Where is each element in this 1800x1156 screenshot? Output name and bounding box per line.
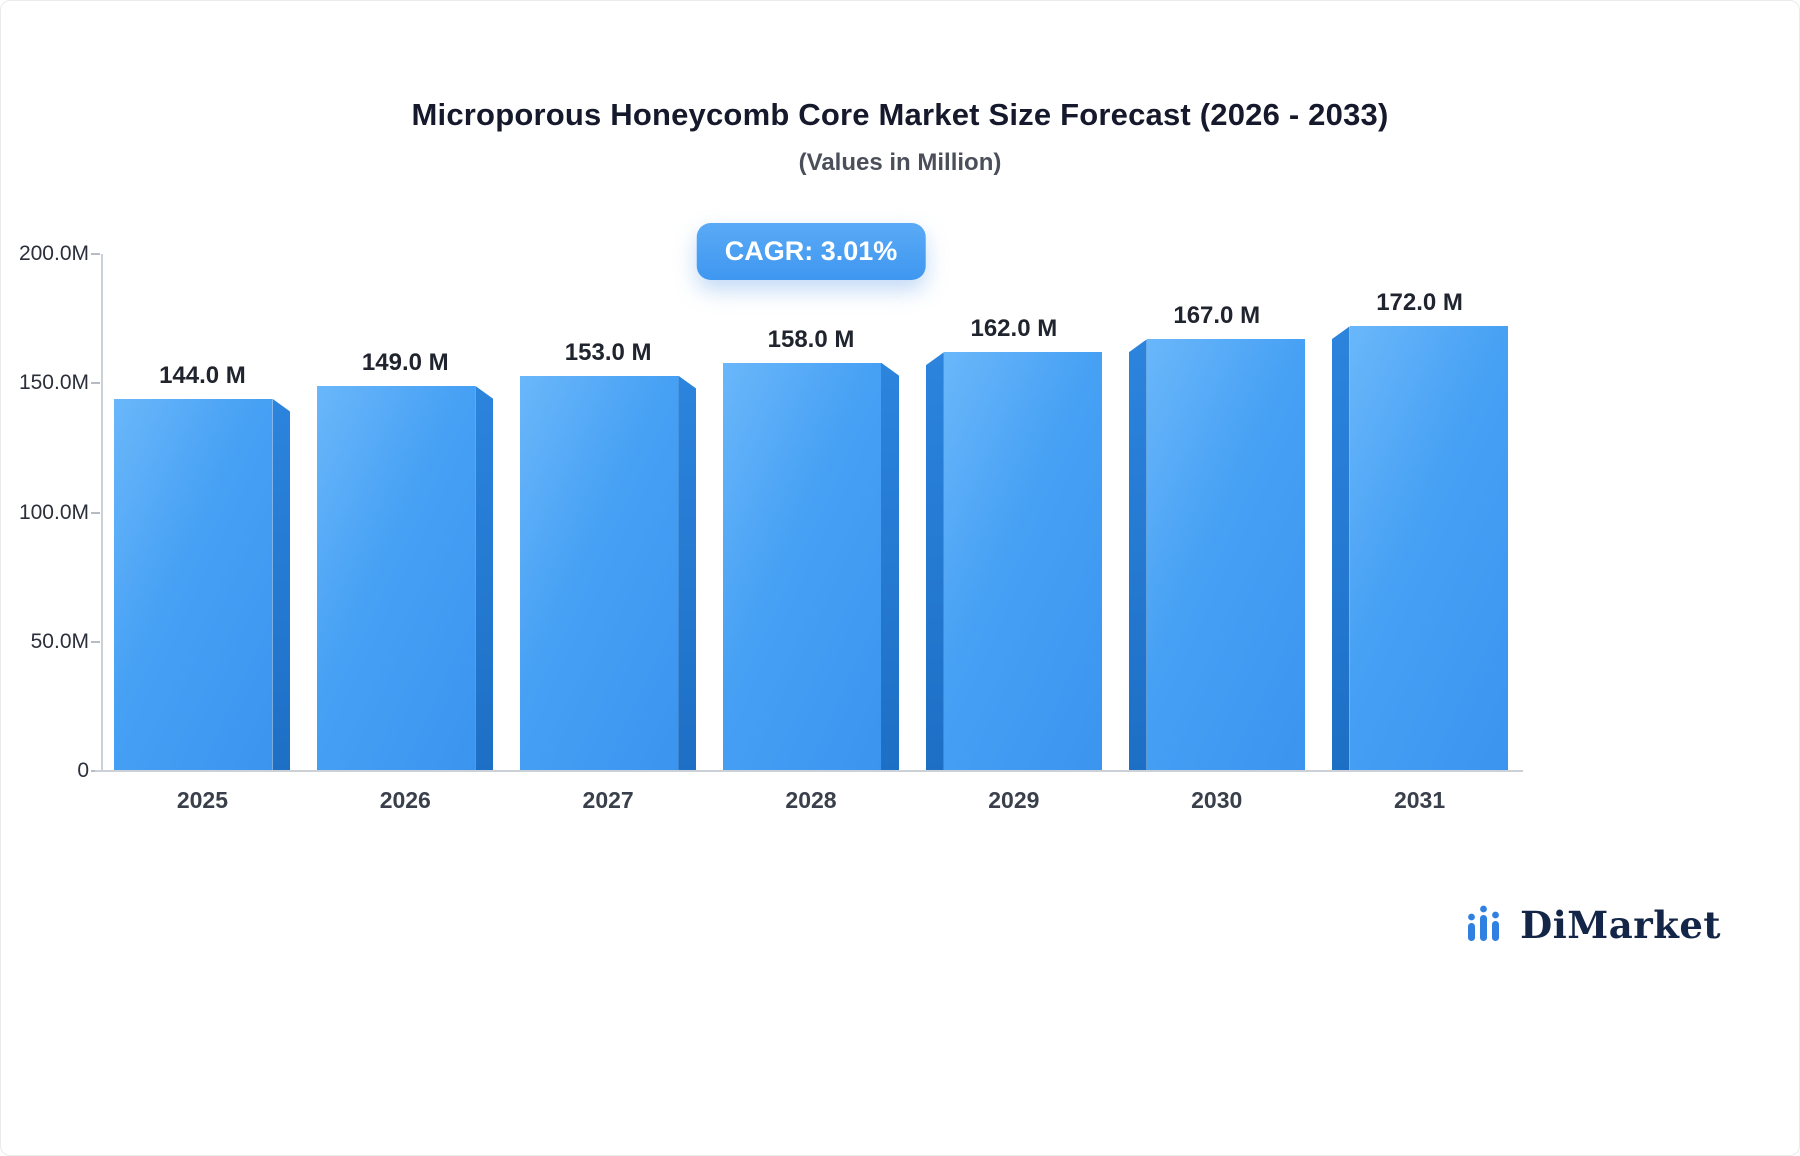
x-axis-label: 2029 [988, 787, 1040, 813]
x-axis-label: 2025 [176, 787, 228, 813]
bar-value-label: 153.0 M [564, 338, 652, 366]
x-axis-label: 2027 [582, 787, 634, 813]
logo-chart-icon [1468, 905, 1500, 941]
x-axis-label: 2028 [785, 787, 837, 813]
chart-title: Microporous Honeycomb Core Market Size F… [411, 97, 1389, 132]
y-axis-tick [91, 511, 100, 514]
bar-2026: 149.0 M 2026 [317, 349, 494, 813]
bar-value-label: 144.0 M [159, 361, 246, 389]
bar-side-face [475, 385, 494, 771]
cagr-badge: CAGR: 3.01% [696, 223, 926, 280]
bar-face [943, 352, 1102, 771]
bar-2028: 158.0 M 2028 [723, 326, 899, 813]
bar-side-face [1128, 339, 1147, 771]
bar-value-label: 149.0 M [361, 348, 449, 376]
bar-2030: 167.0 M 2030 [1128, 302, 1305, 813]
y-axis-label: 50.0M [30, 629, 89, 653]
bar-side-face [925, 352, 944, 771]
bar-face [520, 375, 679, 771]
bar-value-label: 162.0 M [970, 315, 1058, 343]
bar-2027: 153.0 M 2027 [520, 339, 697, 813]
y-axis-tick [91, 382, 100, 385]
y-axis-tick [91, 770, 100, 772]
bar-side-face [678, 375, 697, 771]
dimarket-logo: DiMarket [1464, 903, 1721, 947]
y-axis-label: 200.0M [18, 242, 89, 265]
y-axis-label: 0 [77, 759, 89, 782]
y-axis-label: 100.0M [18, 500, 89, 524]
bar-value-label: 167.0 M [1173, 302, 1261, 330]
bar-side-face [1331, 326, 1350, 771]
bar-2025: 144.0 M 2025 [114, 362, 291, 813]
logo-text: DiMarket [1520, 903, 1721, 947]
bar-face [114, 398, 273, 771]
bar-side-face [272, 398, 291, 771]
bar-face [723, 362, 881, 771]
bar-chart: 200.0M 150.0M 100.0M 50.0M 0 144.0 M 2025 149.0… [19, 242, 1523, 813]
x-axis-label: 2030 [1191, 787, 1243, 813]
bar-value-label: 172.0 M [1376, 289, 1463, 317]
bar-side-face [881, 362, 899, 771]
bar-2031: 172.0 M 2031 [1331, 289, 1508, 813]
x-axis-label: 2026 [379, 787, 431, 813]
chart-subtitle: (Values in Million) [798, 149, 1002, 176]
y-axis-label: 150.0M [18, 371, 89, 395]
x-axis-label: 2031 [1393, 787, 1446, 813]
bar-value-label: 158.0 M [767, 325, 855, 353]
y-axis-tick [91, 640, 100, 643]
bar-face [317, 385, 476, 771]
bar-2029: 162.0 M 2029 [925, 315, 1102, 813]
bar-face [1349, 326, 1508, 771]
y-axis-tick [91, 253, 100, 255]
bar-face [1146, 339, 1305, 771]
